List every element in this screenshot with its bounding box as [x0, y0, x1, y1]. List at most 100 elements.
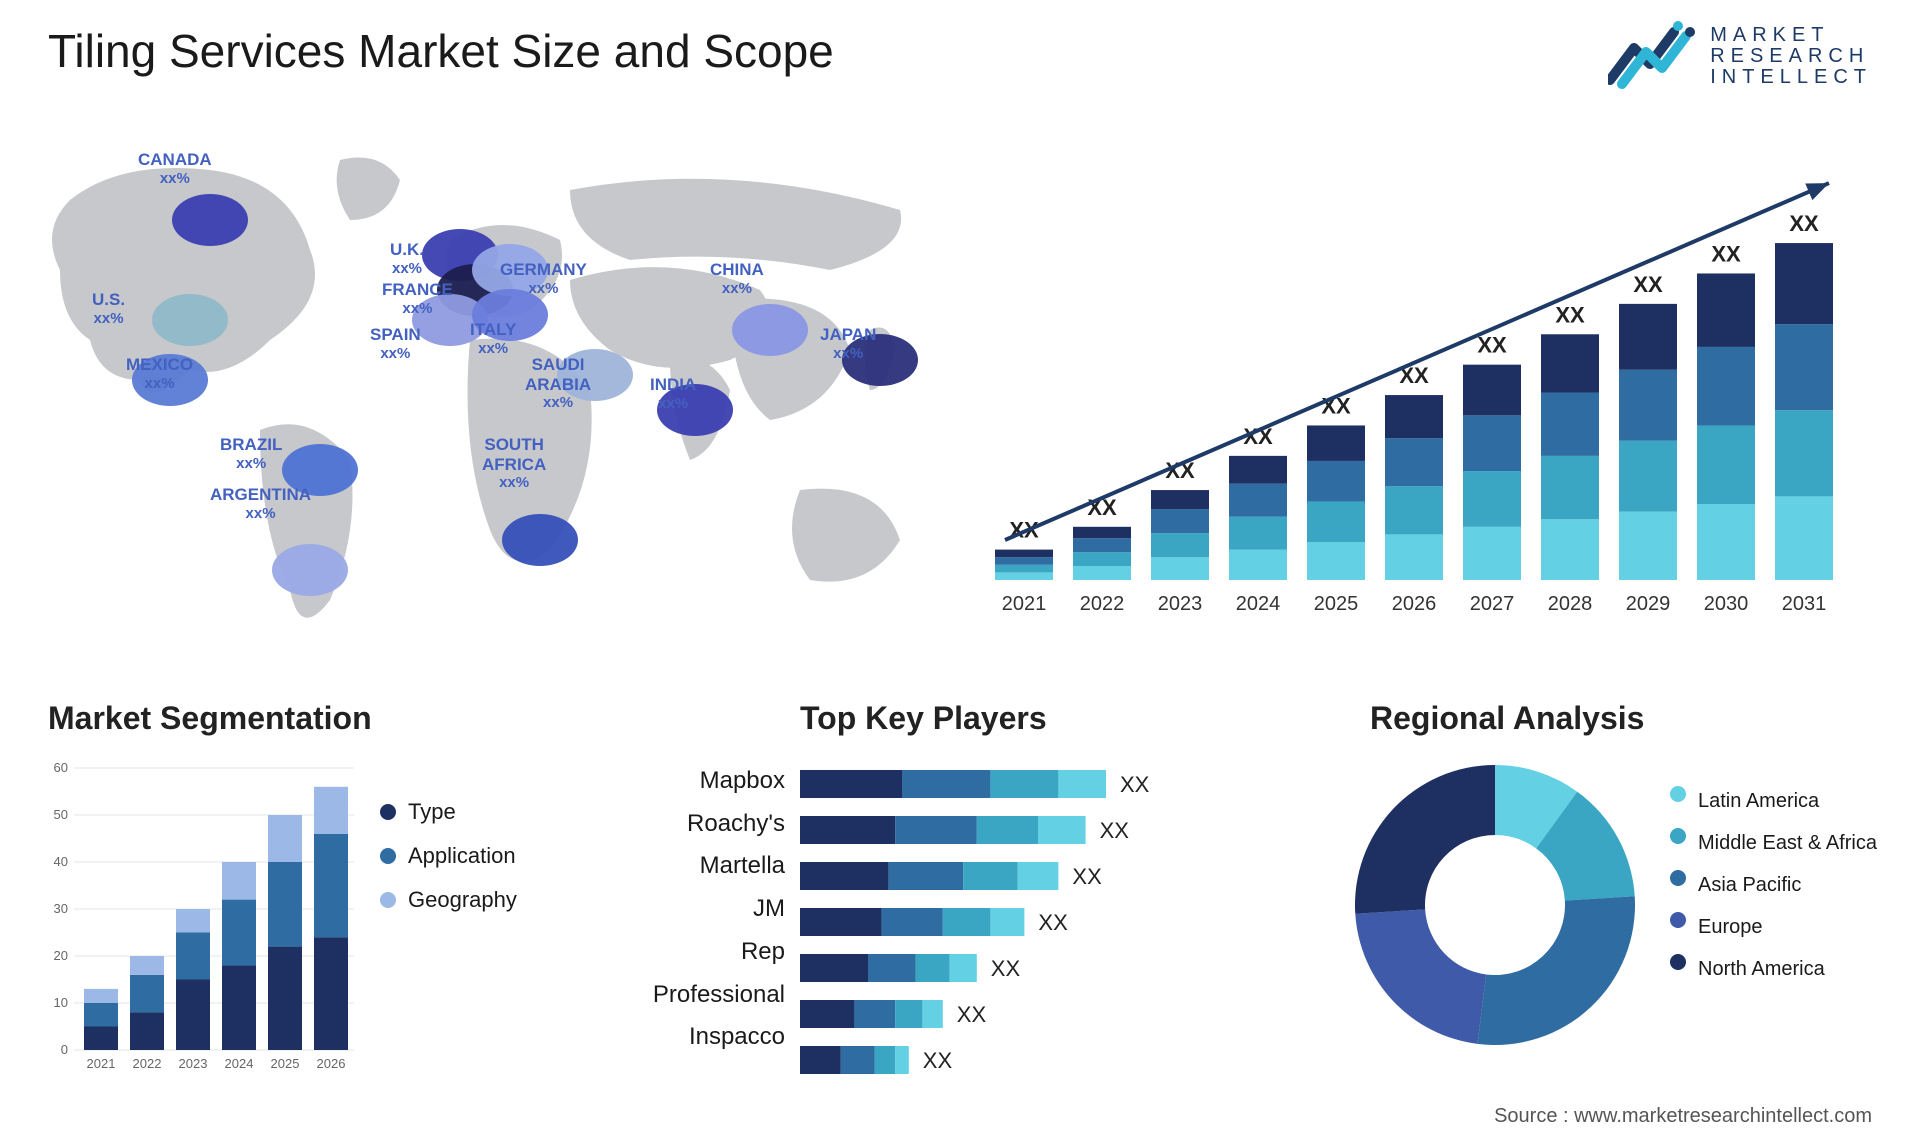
forecast-year-label: 2028	[1548, 593, 1593, 615]
seg-ytick: 20	[54, 948, 68, 963]
kp-bar-seg	[916, 954, 950, 982]
seg-bar-seg	[314, 937, 348, 1050]
seg-year-label: 2025	[271, 1056, 300, 1071]
regional-legend-item: Latin America	[1670, 780, 1877, 822]
forecast-bar-seg	[1151, 509, 1209, 533]
kp-value-label: XX	[1100, 818, 1130, 843]
segmentation-title: Market Segmentation	[48, 700, 588, 737]
map-country-label: JAPANxx%	[820, 325, 876, 362]
logo-mark-icon	[1608, 20, 1698, 92]
forecast-bar-seg	[1541, 456, 1599, 519]
seg-bar-seg	[268, 815, 302, 862]
kp-bar-seg	[800, 770, 902, 798]
kp-bar-seg	[895, 816, 977, 844]
kp-bar-seg	[990, 770, 1058, 798]
forecast-bar-seg	[1151, 533, 1209, 557]
regional-legend-item: North America	[1670, 948, 1877, 990]
forecast-year-label: 2029	[1626, 593, 1671, 615]
forecast-bar-seg	[1463, 471, 1521, 527]
seg-bar-seg	[84, 1027, 118, 1051]
segmentation-chart: 0102030405060202120222023202420252026	[40, 760, 360, 1080]
seg-year-label: 2023	[179, 1056, 208, 1071]
kp-bar-seg	[854, 1000, 895, 1028]
segmentation-legend: TypeApplicationGeography	[380, 790, 517, 922]
key-players-title: Top Key Players	[800, 700, 1360, 737]
forecast-bar-seg	[1463, 527, 1521, 580]
forecast-year-label: 2025	[1314, 593, 1359, 615]
donut-slice	[1355, 765, 1495, 914]
seg-bar-seg	[222, 862, 256, 900]
map-country-label: CHINAxx%	[710, 260, 764, 297]
legend-label: Latin America	[1698, 780, 1819, 822]
seg-bar-seg	[176, 909, 210, 933]
forecast-bar-seg	[1307, 425, 1365, 460]
kp-row-name: Martella	[635, 845, 785, 888]
kp-value-label: XX	[923, 1048, 953, 1073]
forecast-bar-seg	[1619, 512, 1677, 580]
forecast-bar-seg	[1463, 365, 1521, 416]
brand-logo: MARKET RESEARCH INTELLECT	[1608, 20, 1872, 92]
map-country-label: SAUDIARABIAxx%	[525, 355, 591, 411]
map-highlight	[152, 294, 228, 346]
forecast-bar-seg	[1697, 504, 1755, 580]
kp-bar-seg	[868, 954, 916, 982]
legend-label: North America	[1698, 948, 1825, 990]
kp-row-name: Rep	[635, 931, 785, 974]
logo-line-3: INTELLECT	[1710, 67, 1872, 88]
kp-bar-seg	[841, 1046, 875, 1074]
seg-ytick: 10	[54, 995, 68, 1010]
forecast-bar-seg	[1697, 425, 1755, 504]
forecast-bar-seg	[1151, 490, 1209, 509]
forecast-top-label: XX	[1711, 241, 1741, 266]
legend-dot-icon	[1670, 870, 1686, 886]
seg-bar-seg	[314, 787, 348, 834]
forecast-year-label: 2026	[1392, 593, 1437, 615]
seg-ytick: 30	[54, 901, 68, 916]
map-country-label: BRAZILxx%	[220, 435, 282, 472]
donut-slice	[1477, 896, 1635, 1045]
seg-bar-seg	[130, 975, 164, 1013]
forecast-bar-seg	[1541, 393, 1599, 456]
seg-bar-seg	[130, 1012, 164, 1050]
forecast-chart: XX2021XX2022XX2023XX2024XX2025XX2026XX20…	[975, 140, 1865, 640]
legend-dot-icon	[380, 804, 396, 820]
forecast-bar-seg	[1385, 395, 1443, 438]
page-title: Tiling Services Market Size and Scope	[48, 24, 834, 78]
kp-bar-seg	[943, 908, 991, 936]
kp-bar-seg	[800, 816, 895, 844]
kp-bar-seg	[977, 816, 1038, 844]
kp-bar-seg	[990, 908, 1024, 936]
seg-year-label: 2026	[317, 1056, 346, 1071]
kp-bar-seg	[950, 954, 977, 982]
kp-row-name: Professional	[635, 974, 785, 1017]
seg-bar-seg	[314, 834, 348, 937]
forecast-top-label: XX	[1789, 211, 1819, 236]
seg-bar-seg	[268, 862, 302, 947]
kp-bar-seg	[963, 862, 1017, 890]
map-country-label: GERMANYxx%	[500, 260, 587, 297]
seg-bar-seg	[84, 1003, 118, 1027]
seg-legend-item: Application	[380, 834, 517, 878]
forecast-bar-seg	[1073, 527, 1131, 538]
forecast-bar-seg	[995, 565, 1053, 573]
kp-row-name: Roachy's	[635, 803, 785, 846]
forecast-bar-seg	[995, 557, 1053, 565]
kp-bar-seg	[1018, 862, 1059, 890]
seg-bar-seg	[222, 965, 256, 1050]
forecast-bar-seg	[1697, 347, 1755, 426]
forecast-bar-seg	[1073, 566, 1131, 580]
regional-legend-item: Middle East & Africa	[1670, 822, 1877, 864]
forecast-bar-seg	[1385, 438, 1443, 486]
forecast-bar-seg	[1619, 441, 1677, 512]
kp-bar-seg	[888, 862, 963, 890]
map-country-label: ARGENTINAxx%	[210, 485, 311, 522]
kp-value-label: XX	[1120, 772, 1150, 797]
map-highlight	[172, 194, 248, 246]
forecast-bar-seg	[1775, 324, 1833, 410]
forecast-bar-seg	[1229, 517, 1287, 550]
seg-legend-item: Type	[380, 790, 517, 834]
map-country-label: INDIAxx%	[650, 375, 696, 412]
forecast-bar-seg	[1775, 496, 1833, 580]
legend-dot-icon	[380, 892, 396, 908]
kp-bar-seg	[902, 770, 990, 798]
